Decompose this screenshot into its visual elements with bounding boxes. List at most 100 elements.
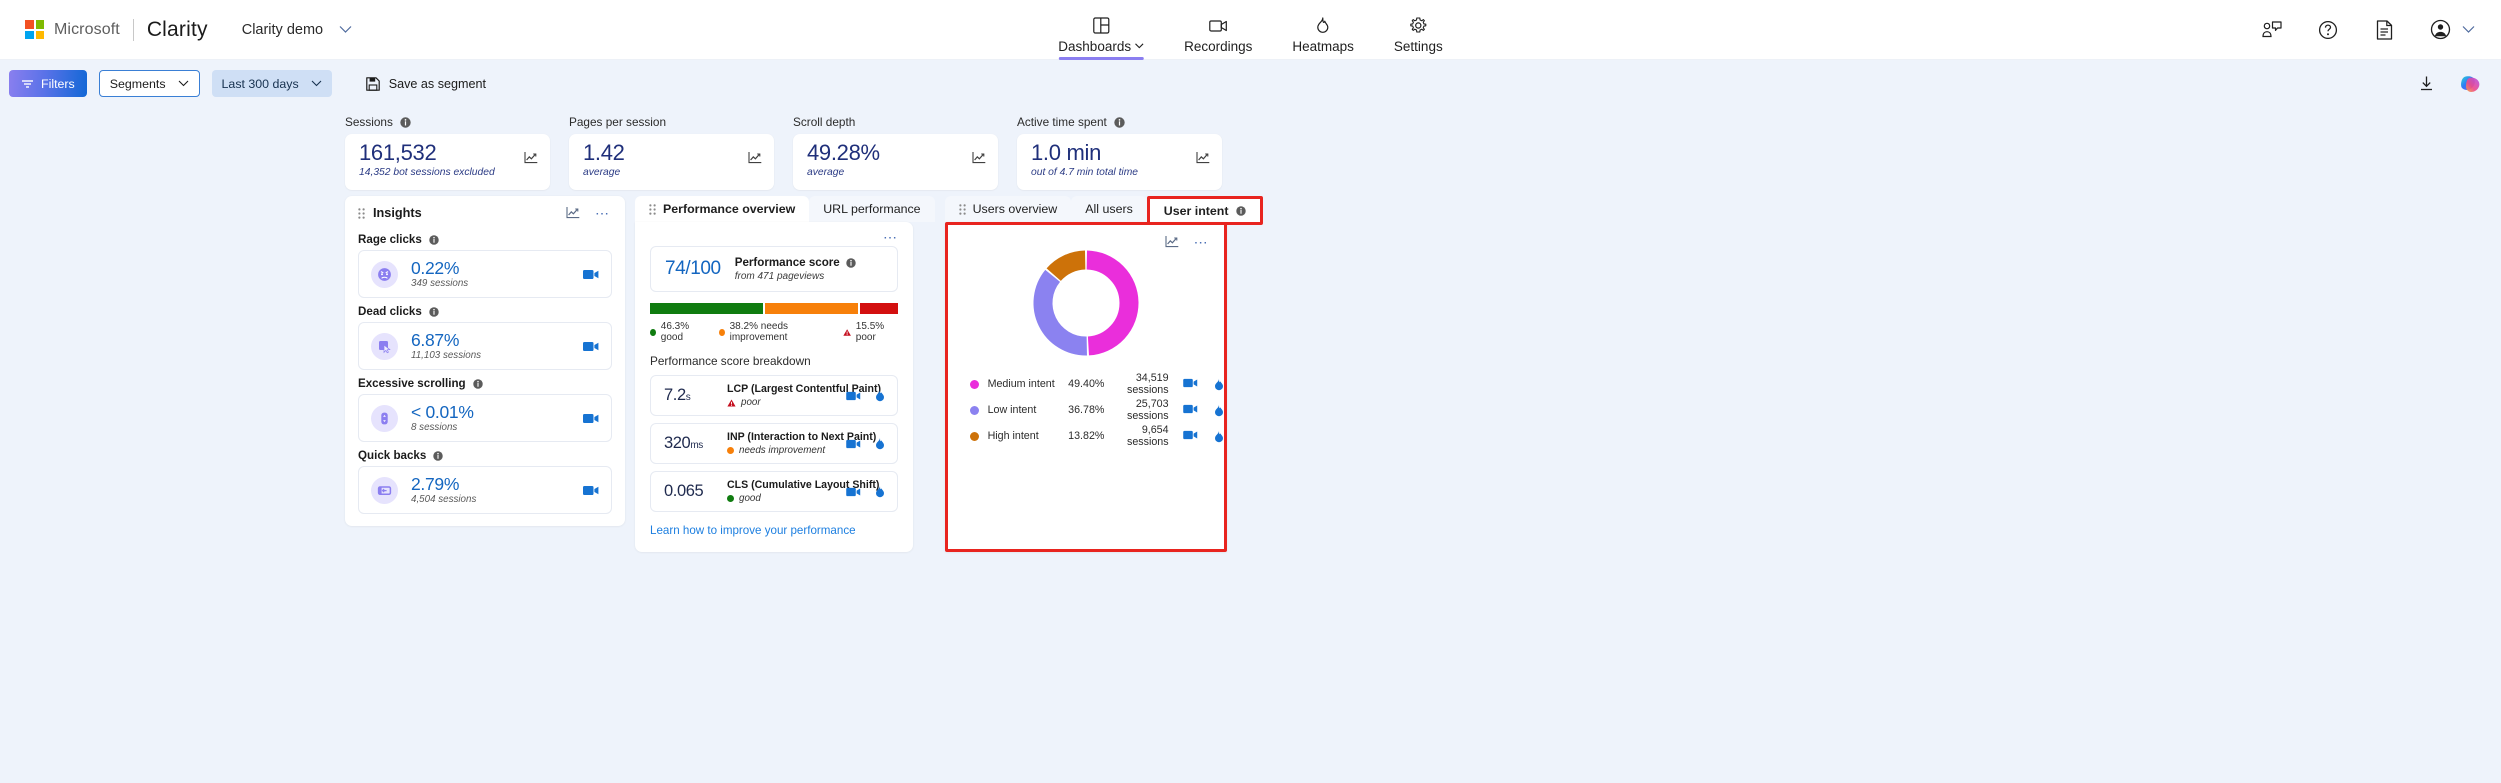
tab-url-performance[interactable]: URL performance xyxy=(809,196,935,222)
insights-panel-body: Insights ⋯ Rage clicks xyxy=(345,196,625,526)
legend-row-low-intent[interactable]: Low intent 36.78% 25,703 sessions xyxy=(969,397,1224,423)
nav-dashboards[interactable]: Dashboards xyxy=(1058,16,1144,60)
insight-rage-clicks-values: 0.22% 349 sessions xyxy=(411,258,468,289)
metric-cls[interactable]: 0.065 CLS (Cumulative Layout Shift) good xyxy=(650,471,898,512)
info-icon[interactable] xyxy=(1114,116,1125,128)
nav-heatmaps[interactable]: Heatmaps xyxy=(1292,16,1354,60)
donut-slice-low-intent[interactable] xyxy=(1033,269,1087,356)
insights-overflow-menu[interactable]: ⋯ xyxy=(595,204,611,221)
trend-chart-icon[interactable] xyxy=(972,151,986,164)
distribution-segment-needs-improvement xyxy=(764,303,859,314)
play-recording-icon[interactable] xyxy=(846,487,861,497)
user-intent-overflow-menu[interactable]: ⋯ xyxy=(1193,233,1210,250)
metric-cls-text: CLS (Cumulative Layout Shift) good xyxy=(727,479,879,504)
top-bar-actions xyxy=(2261,19,2475,41)
trend-chart-icon[interactable] xyxy=(1165,235,1179,248)
kpi-sessions-card[interactable]: 161,532 14,352 bot sessions excluded xyxy=(345,134,550,190)
legend-row-medium-intent[interactable]: Medium intent 49.40% 34,519 sessions xyxy=(969,371,1224,397)
donut-slice-high-intent[interactable] xyxy=(1046,250,1086,282)
date-range-label: Last 300 days xyxy=(221,76,299,91)
info-icon[interactable] xyxy=(433,450,444,461)
insight-quick-backs-card[interactable]: 2.79% 4,504 sessions xyxy=(358,466,612,514)
save-as-segment-button[interactable]: Save as segment xyxy=(365,77,486,91)
insight-dead-clicks-card[interactable]: 6.87% 11,103 sessions xyxy=(358,322,612,370)
insights-header: Insights xyxy=(345,196,625,220)
play-recording-icon[interactable] xyxy=(583,413,599,424)
download-icon[interactable] xyxy=(2415,73,2437,95)
metric-lcp[interactable]: 7.2s LCP (Largest Contentful Paint) poor xyxy=(650,375,898,416)
info-icon[interactable] xyxy=(472,378,483,389)
tab-user-intent[interactable]: User intent xyxy=(1146,196,1263,225)
performance-overflow-menu[interactable]: ⋯ xyxy=(883,229,899,245)
legend-row-high-intent[interactable]: High intent 13.82% 9,654 sessions xyxy=(969,423,1224,449)
improve-performance-link[interactable]: Learn how to improve your performance xyxy=(650,524,856,537)
filters-button[interactable]: Filters xyxy=(9,70,87,97)
microsoft-logo[interactable]: Microsoft xyxy=(25,20,120,39)
play-recording-icon[interactable] xyxy=(846,439,861,449)
docs-icon[interactable] xyxy=(2373,19,2395,41)
metric-cls-name: CLS (Cumulative Layout Shift) xyxy=(727,479,880,491)
info-icon[interactable] xyxy=(429,234,439,245)
legend-low-intent-label: Low intent xyxy=(987,404,1037,416)
project-selector[interactable]: Clarity demo xyxy=(242,22,352,38)
trend-chart-icon[interactable] xyxy=(566,206,580,219)
play-recording-icon[interactable] xyxy=(583,269,599,280)
chevron-down-icon xyxy=(339,26,352,33)
heatmap-icon[interactable] xyxy=(875,485,885,498)
metric-inp[interactable]: 320ms INP (Interaction to Next Paint) ne… xyxy=(650,423,898,464)
user-intent-donut-chart[interactable] xyxy=(948,247,1224,359)
metric-value-unit: ms xyxy=(690,440,703,451)
tab-performance-overview-label: Performance overview xyxy=(663,202,796,216)
back-arrow-icon xyxy=(371,476,398,504)
segments-dropdown[interactable]: Segments xyxy=(98,70,200,97)
kpi-active-time-card[interactable]: 1.0 min out of 4.7 min total time xyxy=(1017,134,1222,190)
kpi-active-time-header: Active time spent xyxy=(1017,115,1222,129)
segments-label: Segments xyxy=(109,76,166,91)
play-recording-icon[interactable] xyxy=(1182,404,1198,417)
performance-score-card[interactable]: 74/100 Performance score from 471 pagevi… xyxy=(650,246,898,292)
heatmap-icon[interactable] xyxy=(875,437,885,450)
play-recording-icon[interactable] xyxy=(583,485,599,496)
play-recording-icon[interactable] xyxy=(1182,430,1198,443)
play-recording-icon[interactable] xyxy=(846,391,861,401)
play-recording-icon[interactable] xyxy=(583,341,599,352)
trend-chart-icon[interactable] xyxy=(524,151,538,164)
heatmap-icon[interactable] xyxy=(875,389,885,402)
heatmap-icon[interactable] xyxy=(1214,378,1224,391)
kpi-scroll-card[interactable]: 49.28% average xyxy=(793,134,998,190)
account-menu[interactable] xyxy=(2429,19,2475,41)
insight-quick-backs-values: 2.79% 4,504 sessions xyxy=(411,474,476,505)
user-intent-legend: Medium intent 49.40% 34,519 sessions Low… xyxy=(948,359,1224,449)
drag-handle-icon[interactable] xyxy=(958,203,966,215)
distribution-segment-poor xyxy=(860,303,898,314)
drag-handle-icon[interactable] xyxy=(358,207,365,219)
needs-improvement-dot-icon xyxy=(718,328,725,336)
info-icon[interactable] xyxy=(846,257,856,268)
play-recording-icon[interactable] xyxy=(1182,378,1198,391)
info-icon[interactable] xyxy=(400,116,411,128)
feedback-icon[interactable] xyxy=(2261,19,2283,41)
tab-all-users[interactable]: All users xyxy=(1071,196,1147,222)
drag-handle-icon[interactable] xyxy=(649,203,656,215)
info-icon[interactable] xyxy=(1235,205,1246,216)
heatmap-icon[interactable] xyxy=(1214,404,1224,417)
metric-inp-value: 320ms xyxy=(664,434,714,453)
kpi-pages-card[interactable]: 1.42 average xyxy=(569,134,774,190)
heatmap-icon[interactable] xyxy=(1214,430,1224,443)
trend-chart-icon[interactable] xyxy=(748,151,762,164)
tab-users-overview[interactable]: Users overview xyxy=(944,196,1072,222)
trend-chart-icon[interactable] xyxy=(1196,151,1210,164)
date-range-dropdown[interactable]: Last 300 days xyxy=(211,70,332,97)
metric-lcp-name: LCP (Largest Contentful Paint) xyxy=(727,383,882,395)
insight-quick-backs: Quick backs 2.79% 4,504 sessions xyxy=(358,449,612,514)
help-icon[interactable] xyxy=(2317,19,2339,41)
copilot-icon[interactable] xyxy=(2459,73,2481,95)
nav-settings[interactable]: Settings xyxy=(1394,16,1443,60)
nav-recordings[interactable]: Recordings xyxy=(1184,16,1252,60)
insight-rage-clicks-card[interactable]: 0.22% 349 sessions xyxy=(358,250,612,298)
donut-slice-medium-intent[interactable] xyxy=(1085,250,1139,356)
info-icon[interactable] xyxy=(429,306,439,317)
insight-excessive-scrolling-card[interactable]: < 0.01% 8 sessions xyxy=(358,394,612,442)
tab-performance-overview[interactable]: Performance overview xyxy=(635,196,810,222)
legend-poor: 15.5% poor xyxy=(842,321,898,343)
